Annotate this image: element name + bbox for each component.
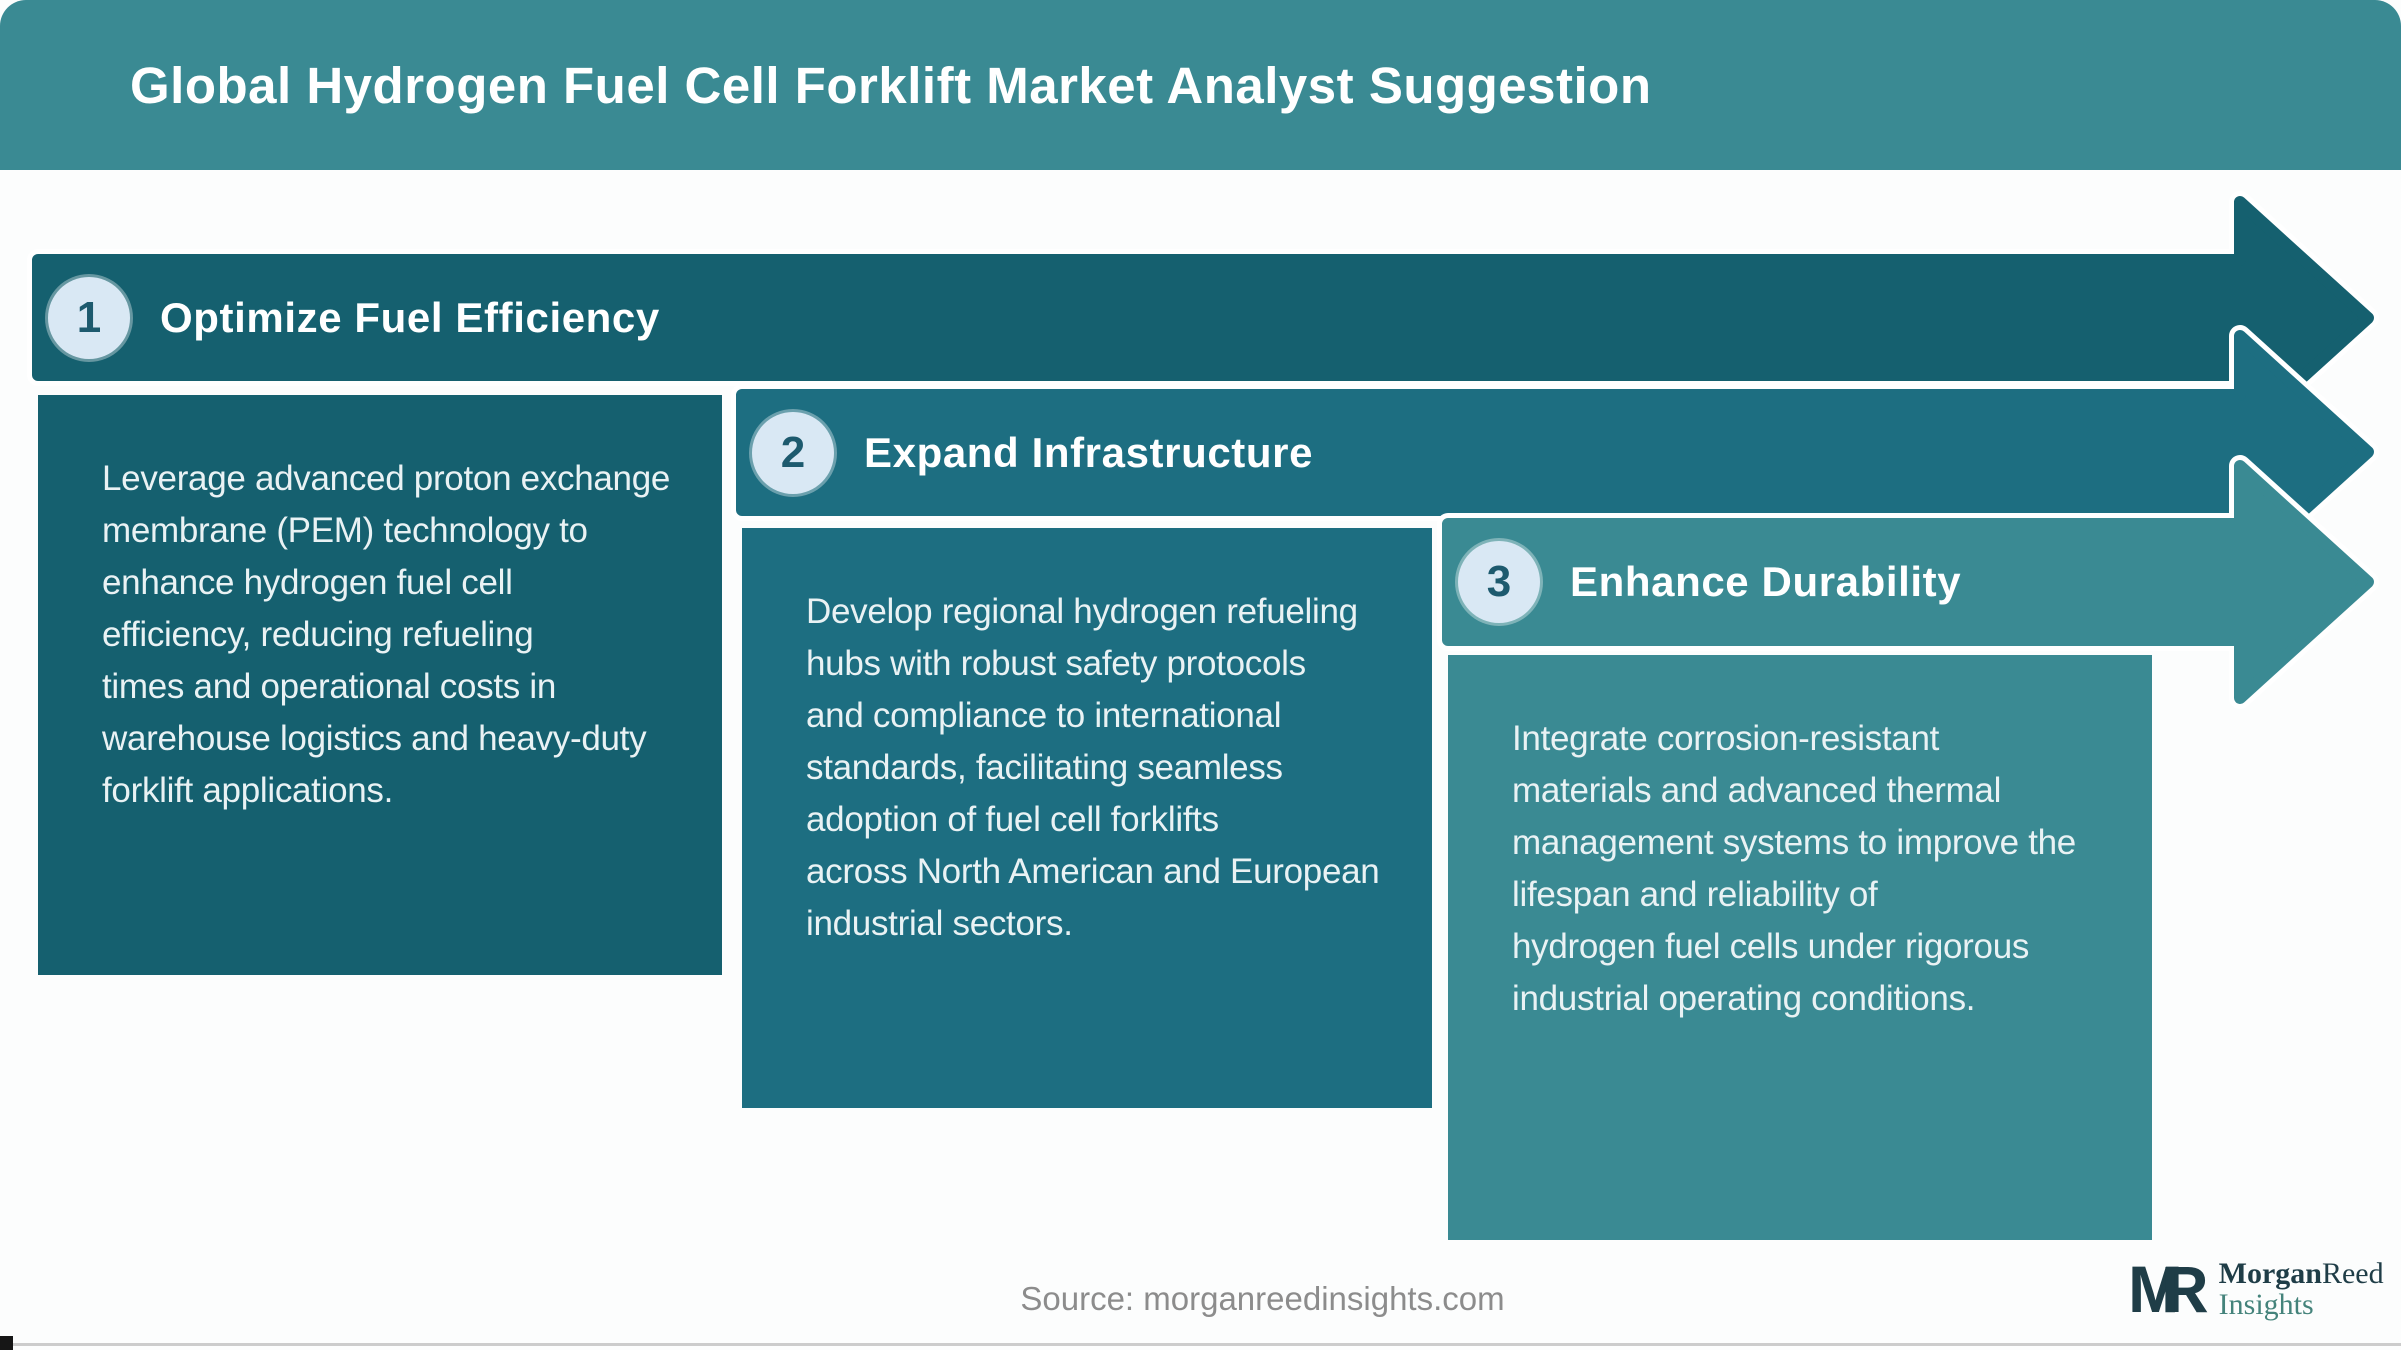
- step-2-number-badge: 2: [752, 411, 834, 494]
- step-3-description: Integrate corrosion-resistant materials …: [1512, 719, 2076, 1018]
- monogram-letter-m: M: [2128, 1252, 2183, 1326]
- logo-name: MorganReed: [2219, 1258, 2384, 1289]
- arrow-3-shape: [1442, 460, 2374, 704]
- source-attribution: Source: morganreedinsights.com: [1020, 1280, 1505, 1317]
- step-3-title: Enhance Durability: [1570, 557, 1962, 605]
- step-2-description-box: Develop regional hydrogen refueling hubs…: [742, 528, 1432, 1108]
- arrow-1-shape: [32, 196, 2374, 440]
- step-2-title: Expand Infrastructure: [864, 428, 1314, 476]
- step-1-banner-content: 1 Optimize Fuel Efficiency: [38, 260, 2232, 375]
- step-3-number-badge: 3: [1458, 540, 1540, 623]
- step-2-banner-content: 2 Expand Infrastructure: [742, 395, 2232, 510]
- mr-monogram-icon: M R: [2128, 1252, 2209, 1326]
- step-1-number-badge: 1: [48, 276, 130, 359]
- step-3-description-box: Integrate corrosion-resistant materials …: [1448, 655, 2152, 1240]
- step-1-title: Optimize Fuel Efficiency: [160, 293, 660, 341]
- page-title: Global Hydrogen Fuel Cell Forklift Marke…: [130, 56, 1652, 114]
- bottom-left-corner-mark: [0, 1336, 13, 1350]
- logo-name-morgan: Morgan: [2218, 1257, 2322, 1290]
- header-bar: Global Hydrogen Fuel Cell Forklift Marke…: [0, 0, 2401, 170]
- arrow-banner-3: [1437, 455, 2379, 709]
- logo-tagline: Insights: [2218, 1288, 2314, 1321]
- arrow-banner-1: [27, 191, 2379, 445]
- monogram-letter-r: R: [2160, 1252, 2209, 1326]
- logo-text: MorganReed Insights: [2219, 1258, 2384, 1320]
- step-2-description: Develop regional hydrogen refueling hubs…: [806, 592, 1380, 943]
- logo-name-reed: Reed: [2321, 1257, 2384, 1290]
- step-1-description: Leverage advanced proton exchange membra…: [102, 459, 671, 810]
- bottom-divider-line: [0, 1343, 2401, 1346]
- morganreed-insights-logo: M R MorganReed Insights: [2128, 1252, 2384, 1326]
- step-3-banner-content: 3 Enhance Durability: [1448, 524, 2232, 639]
- step-1-description-box: Leverage advanced proton exchange membra…: [38, 395, 722, 975]
